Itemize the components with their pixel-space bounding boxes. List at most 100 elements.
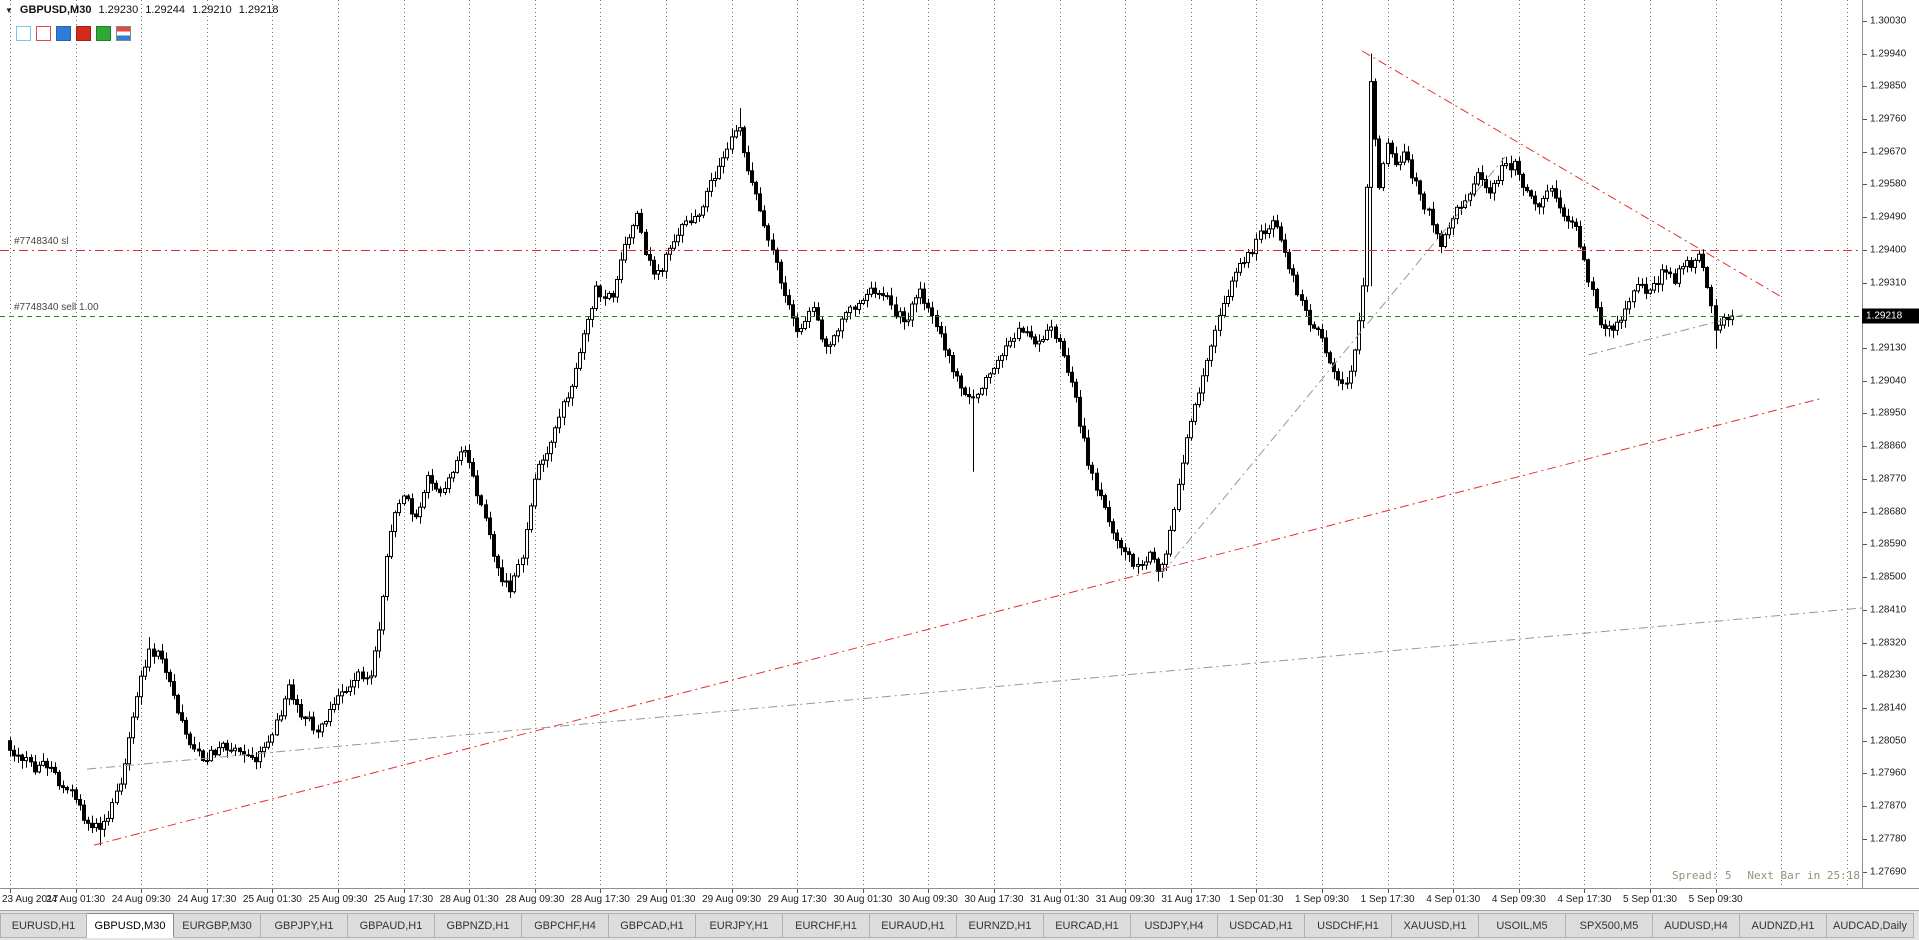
tab-gbpchf-h4[interactable]: GBPCHF,H4 — [522, 913, 609, 938]
price-axis-label: 1.29670 — [1870, 146, 1907, 158]
tab-eurusd-h1[interactable]: EURUSD,H1 — [0, 913, 87, 938]
time-tick — [732, 889, 733, 893]
time-tick — [1716, 889, 1717, 893]
price-axis-label: 1.28680 — [1870, 506, 1907, 518]
tab-audnzd-h1[interactable]: AUDNZD,H1 — [1740, 913, 1827, 938]
tab-audcad-daily[interactable]: AUDCAD,Daily — [1827, 913, 1914, 938]
price-axis-label: 1.28050 — [1870, 735, 1907, 747]
candles-layer — [8, 53, 1734, 846]
swatch-green[interactable] — [96, 26, 111, 41]
price-tick — [1863, 380, 1867, 382]
price-tick — [1863, 675, 1867, 677]
price-axis-label: 1.28950 — [1870, 407, 1907, 419]
time-tick — [1125, 889, 1126, 893]
time-tick — [76, 889, 77, 893]
price-axis-label: 1.28860 — [1870, 440, 1907, 452]
swatch-outline-lightblue[interactable] — [16, 26, 31, 41]
time-axis-label: 29 Aug 09:30 — [702, 894, 762, 905]
price-tick — [1863, 348, 1867, 350]
swatch-blue[interactable] — [56, 26, 71, 41]
tab-gbpjpy-h1[interactable]: GBPJPY,H1 — [261, 913, 348, 938]
price-axis[interactable]: 1.30030 1.29940 1.29850 1.29760 1.29670 1.295… — [1862, 0, 1919, 888]
tab-gbpnzd-h1[interactable]: GBPNZD,H1 — [435, 913, 522, 938]
tab-eurnzd-h1[interactable]: EURNZD,H1 — [957, 913, 1044, 938]
ohlc-low: 1.29210 — [191, 4, 232, 16]
time-axis-label: 1 Sep 09:30 — [1295, 894, 1349, 905]
time-axis-label: 1 Sep 17:30 — [1360, 894, 1415, 905]
color-swatch-toolbar — [16, 26, 131, 41]
time-axis-label: 23 Aug 2017 — [2, 894, 59, 905]
time-tick — [1584, 889, 1585, 893]
time-axis-label: 30 Aug 01:30 — [833, 894, 893, 905]
time-tick — [272, 889, 273, 893]
time-axis-label: 25 Aug 17:30 — [374, 894, 434, 905]
time-tick — [1519, 889, 1520, 893]
price-axis-label: 1.28590 — [1870, 538, 1907, 550]
spread-label: Spread: 5 — [1672, 869, 1732, 882]
price-axis-label: 1.28230 — [1870, 669, 1907, 681]
sell-order-line-label: #7748340 sell 1.00 — [14, 302, 99, 314]
price-axis-label: 1.27960 — [1870, 767, 1907, 779]
time-tick — [141, 889, 142, 893]
ascending-red-trendline — [93, 397, 1823, 846]
price-axis-label: 1.27780 — [1870, 833, 1907, 845]
price-axis-label: 1.27870 — [1870, 800, 1907, 812]
tab-spx500-m5[interactable]: SPX500,M5 — [1566, 913, 1653, 938]
tab-xauusd-h1[interactable]: XAUUSD,H1 — [1392, 913, 1479, 938]
time-tick — [928, 889, 929, 893]
swatch-red[interactable] — [76, 26, 91, 41]
descending-red-trendline — [1361, 50, 1781, 297]
swatch-outline-red[interactable] — [36, 26, 51, 41]
ascending-gray-trendline-steep — [1161, 156, 1506, 574]
ohlc-high: 1.29244 — [145, 4, 185, 16]
time-axis-label: 30 Aug 09:30 — [898, 894, 958, 905]
tab-audusd-h4[interactable]: AUDUSD,H4 — [1653, 913, 1740, 938]
time-tick — [1453, 889, 1454, 893]
order-lines-layer[interactable] — [0, 250, 1862, 317]
price-tick — [1863, 413, 1867, 415]
tab-usdchf-h1[interactable]: USDCHF,H1 — [1305, 913, 1392, 938]
tab-gbpcad-h1[interactable]: GBPCAD,H1 — [609, 913, 696, 938]
time-tick — [1650, 889, 1651, 893]
current-price-badge: 1.29218 — [1862, 308, 1919, 324]
grid-layer — [10, 0, 1848, 888]
price-axis-label: 1.29940 — [1870, 48, 1907, 60]
price-tick — [1863, 249, 1867, 251]
price-axis-label: 1.29760 — [1870, 113, 1907, 125]
tab-eurchf-h1[interactable]: EURCHF,H1 — [783, 913, 870, 938]
price-tick — [1863, 838, 1867, 840]
price-axis-label: 1.28140 — [1870, 702, 1907, 714]
ohlc-close: 1.29218 — [238, 4, 279, 16]
tab-gbpusd-m30[interactable]: GBPUSD,M30 — [87, 913, 174, 938]
tab-eurcad-h1[interactable]: EURCAD,H1 — [1044, 913, 1131, 938]
price-axis-label: 1.28410 — [1870, 604, 1907, 616]
time-axis[interactable]: 23 Aug 2017 24 Aug 01:30 24 Aug 09:30 24 Au… — [0, 888, 1919, 910]
swatch-striped-flag[interactable] — [116, 26, 131, 41]
tab-usdjpy-h4[interactable]: USDJPY,H4 — [1131, 913, 1218, 938]
price-axis-label: 1.29580 — [1870, 178, 1907, 190]
tab-eurjpy-h1[interactable]: EURJPY,H1 — [696, 913, 783, 938]
time-axis-label: 31 Aug 01:30 — [1030, 894, 1090, 905]
tab-euraud-h1[interactable]: EURAUD,H1 — [870, 913, 957, 938]
time-tick — [1388, 889, 1389, 893]
price-tick — [1863, 446, 1867, 448]
time-tick — [797, 889, 798, 893]
candlestick-chart[interactable] — [0, 0, 1862, 888]
price-tick — [1863, 773, 1867, 775]
price-tick — [1863, 511, 1867, 513]
tab-usoil-m5[interactable]: USOIL,M5 — [1479, 913, 1566, 938]
tab-eurgbp-m30[interactable]: EURGBP,M30 — [174, 913, 261, 938]
trendlines-layer[interactable] — [87, 50, 1862, 846]
time-tick — [666, 889, 667, 893]
chart-plot-area[interactable] — [0, 0, 1862, 888]
tab-gbpaud-h1[interactable]: GBPAUD,H1 — [348, 913, 435, 938]
time-tick — [469, 889, 470, 893]
price-axis-label: 1.29040 — [1870, 375, 1907, 387]
tab-usdcad-h1[interactable]: USDCAD,H1 — [1218, 913, 1305, 938]
time-axis-label: 24 Aug 01:30 — [46, 894, 106, 905]
ascending-gray-trendline-long — [87, 607, 1862, 770]
price-tick — [1863, 282, 1867, 284]
time-tick — [338, 889, 339, 893]
time-axis-label: 29 Aug 01:30 — [636, 894, 696, 905]
next-bar-countdown: Next Bar in 25:18 — [1747, 869, 1860, 882]
